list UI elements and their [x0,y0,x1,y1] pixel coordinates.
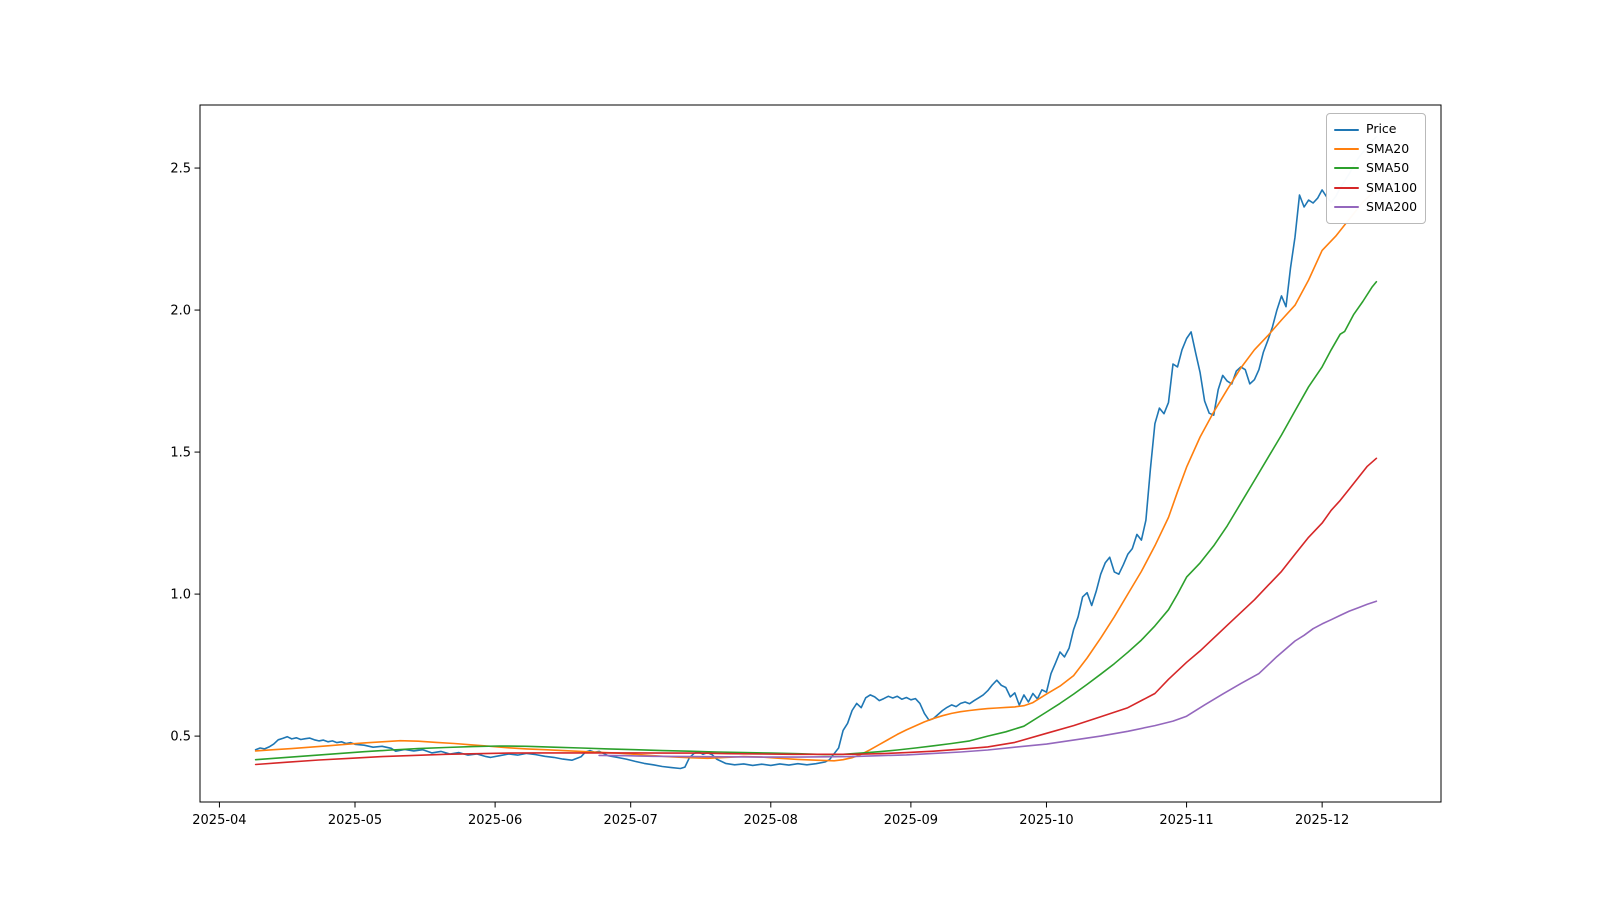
y-tick-label: 2.0 [170,304,191,319]
x-tick-label: 2025-07 [604,813,658,828]
series-line-sma100 [254,457,1378,766]
legend-line-sample-sma50 [1334,167,1359,170]
legend-label-sma100: SMA100 [1366,179,1418,195]
legend-label-price: Price [1366,121,1397,137]
legend-entry-sma50: SMA50 [1334,159,1417,178]
legend-entry-price: Price [1334,120,1417,139]
axes-spines [199,104,1442,803]
x-tick-label: 2025-08 [744,813,798,828]
legend-line-sample-sma20 [1334,148,1359,151]
legend-entry-sma100: SMA100 [1334,178,1417,197]
legend-label-sma50: SMA50 [1366,160,1410,176]
x-tick-label: 2025-12 [1295,813,1349,828]
series-line-sma200 [598,600,1378,758]
x-tick-label: 2025-10 [1019,813,1073,828]
x-tick-label: 2025-09 [884,813,938,828]
legend-entry-sma20: SMA20 [1334,139,1417,158]
series-line-sma20 [254,187,1378,762]
y-tick-label: 1.5 [170,446,191,461]
x-tick-label: 2025-11 [1159,813,1213,828]
legend-entry-sma200: SMA200 [1334,198,1417,217]
legend-label-sma200: SMA200 [1366,199,1418,214]
legend-line-sample-sma200 [1334,206,1359,209]
legend-label-sma20: SMA20 [1366,140,1410,156]
series-line-price [254,136,1378,770]
y-tick-label: 1.0 [170,588,191,603]
legend-line-sample-price [1334,128,1359,131]
x-tick-label: 2025-04 [192,813,246,828]
legend: Price SMA20 SMA50 SMA100 SMA200 [1326,113,1427,224]
y-tick-label: 0.5 [170,730,191,745]
x-tick-label: 2025-05 [328,813,382,828]
series-line-sma50 [254,280,1378,761]
x-tick-label: 2025-06 [468,813,522,828]
legend-line-sample-sma100 [1334,186,1359,189]
y-tick-label: 2.5 [170,162,191,177]
